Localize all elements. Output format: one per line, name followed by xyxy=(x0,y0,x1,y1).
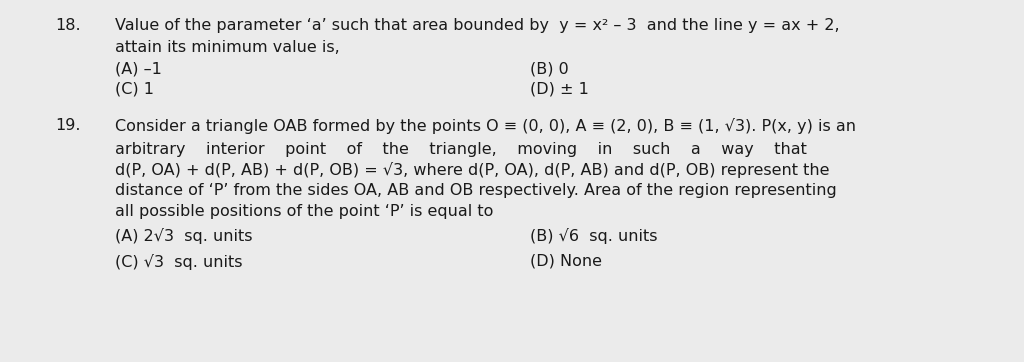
Text: (A) –1: (A) –1 xyxy=(115,62,162,77)
Text: 19.: 19. xyxy=(55,118,81,133)
Text: (D) ± 1: (D) ± 1 xyxy=(530,82,589,97)
Text: arbitrary    interior    point    of    the    triangle,    moving    in    such: arbitrary interior point of the triangle… xyxy=(115,142,807,157)
Text: d(P, OA) + d(P, AB) + d(P, OB) = √3, where d(P, OA), d(P, AB) and d(P, OB) repre: d(P, OA) + d(P, AB) + d(P, OB) = √3, whe… xyxy=(115,162,829,178)
Text: all possible positions of the point ‘P’ is equal to: all possible positions of the point ‘P’ … xyxy=(115,204,494,219)
Text: (B) √6  sq. units: (B) √6 sq. units xyxy=(530,228,657,244)
Text: (A) 2√3  sq. units: (A) 2√3 sq. units xyxy=(115,228,253,244)
Text: Consider a triangle OAB formed by the points O ≡ (0, 0), A ≡ (2, 0), B ≡ (1, √3): Consider a triangle OAB formed by the po… xyxy=(115,118,856,134)
Text: attain its minimum value is,: attain its minimum value is, xyxy=(115,40,340,55)
Text: (B) 0: (B) 0 xyxy=(530,62,568,77)
Text: (C) 1: (C) 1 xyxy=(115,82,154,97)
Text: Value of the parameter ‘a’ such that area bounded by  y = x² – 3  and the line y: Value of the parameter ‘a’ such that are… xyxy=(115,18,840,33)
Text: (C) √3  sq. units: (C) √3 sq. units xyxy=(115,254,243,270)
Text: 18.: 18. xyxy=(55,18,81,33)
Text: distance of ‘P’ from the sides OA, AB and OB respectively. Area of the region re: distance of ‘P’ from the sides OA, AB an… xyxy=(115,183,837,198)
Text: (D) None: (D) None xyxy=(530,254,602,269)
